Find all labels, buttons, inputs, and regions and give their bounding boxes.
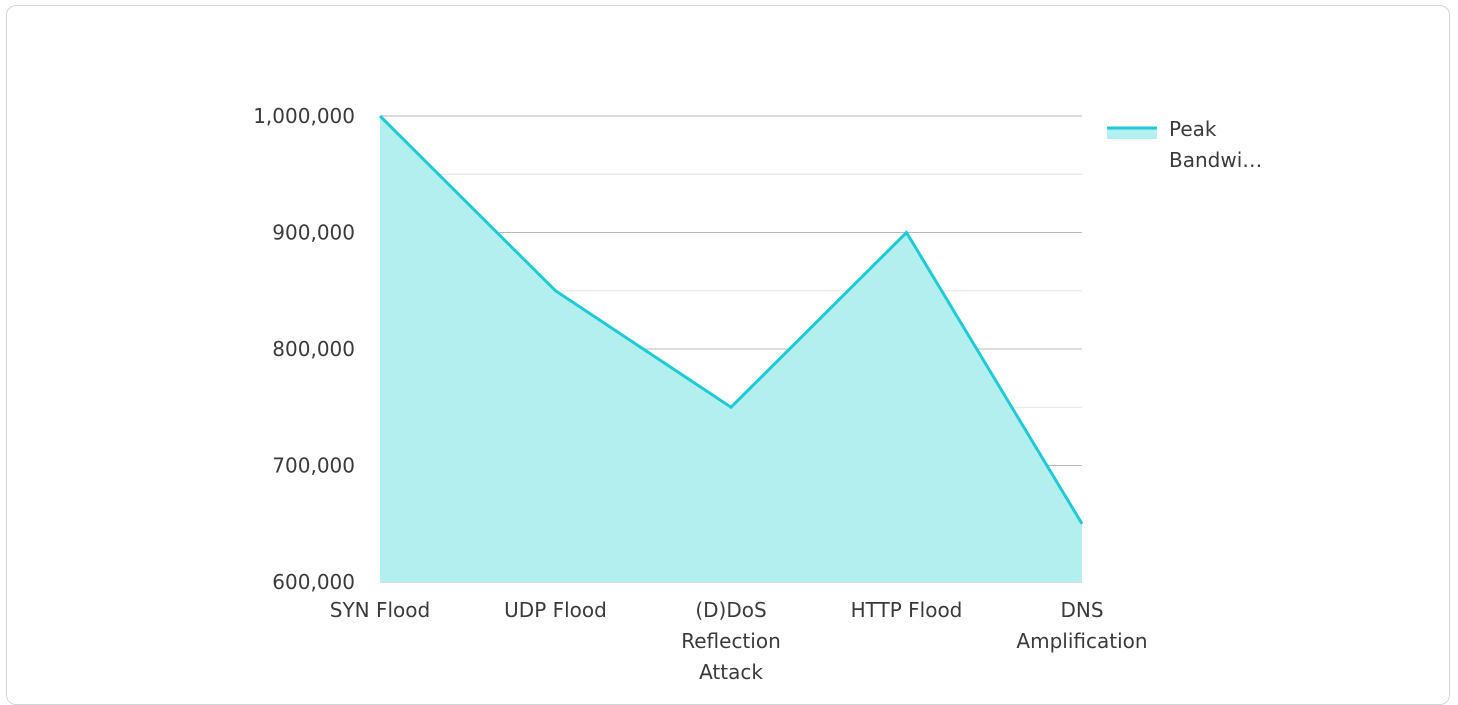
legend-label: Peak Bandwi… <box>1169 117 1262 172</box>
y-tick-label: 700,000 <box>272 454 355 478</box>
x-category-label: SYN Flood <box>330 598 430 622</box>
x-category-label: (D)DoS Reflection Attack <box>681 598 781 684</box>
legend[interactable]: Peak Bandwi… <box>1107 117 1262 172</box>
x-category-label: UDP Flood <box>504 598 607 622</box>
y-tick-label: 800,000 <box>272 337 355 361</box>
y-tick-label: 900,000 <box>272 221 355 245</box>
series-line-peak-bandwidth <box>378 114 1084 525</box>
y-axis-ticks: 600,000 700,000 800,000 900,000 1,000,000 <box>253 104 355 594</box>
y-tick-label: 600,000 <box>272 570 355 594</box>
chart-card <box>6 5 1450 705</box>
x-category-label: HTTP Flood <box>851 598 963 622</box>
legend-swatch-fill <box>1107 128 1157 139</box>
x-axis-ticks: SYN Flood UDP Flood (D)DoS Reflection Attack… <box>330 598 1148 684</box>
x-category-label: DNS Amplification <box>1016 598 1147 653</box>
y-tick-label: 1,000,000 <box>253 104 355 128</box>
